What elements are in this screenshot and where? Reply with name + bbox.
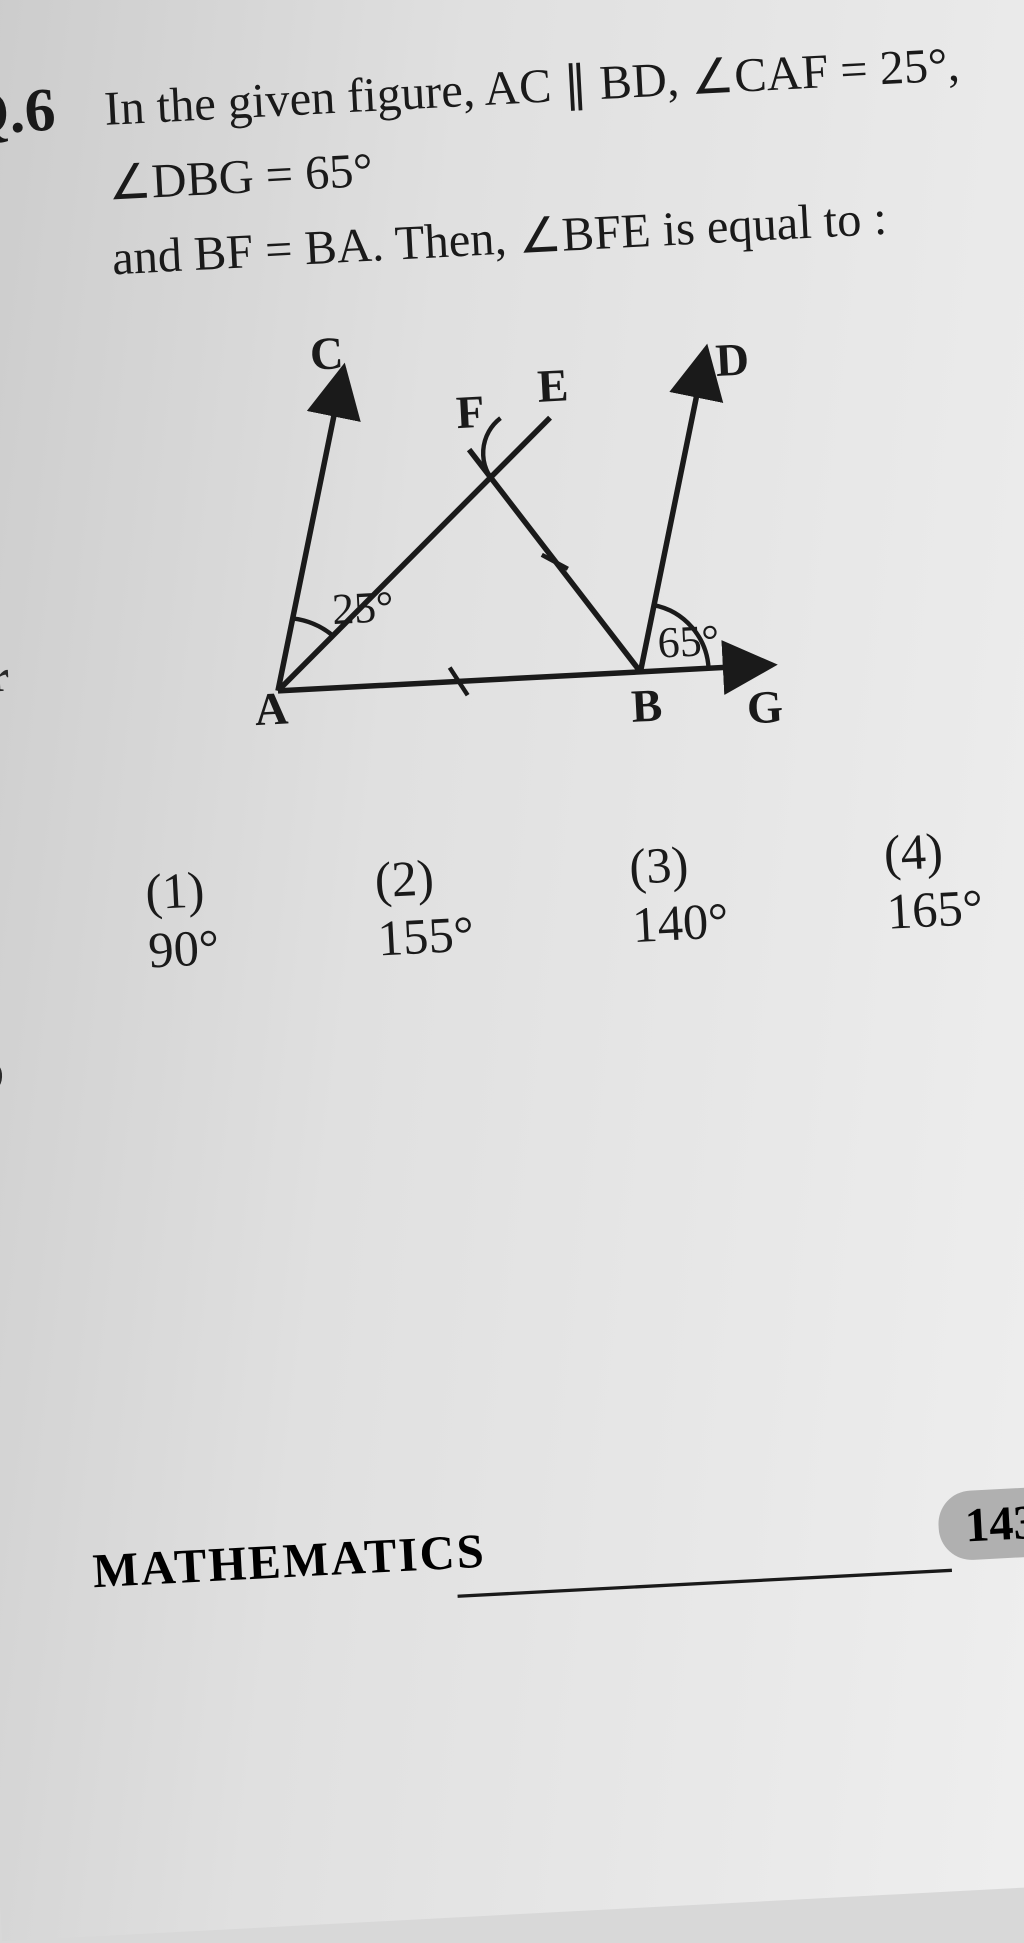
margin-frag-glear: gle ar — [0, 650, 10, 707]
question-text: In the given figure, AC ∥ BD, ∠CAF = 25°… — [102, 24, 1024, 297]
point-d-label: D — [714, 333, 750, 386]
point-c-label: C — [309, 327, 345, 380]
point-e-label: E — [536, 359, 569, 412]
question-number: Q.6 — [0, 75, 57, 150]
footer: MATHEMATICS 143 — [91, 1486, 1024, 1606]
option-3: (3) 140° — [628, 829, 801, 954]
angle-dbg-label: 65° — [656, 616, 720, 668]
option-2: (2) 155° — [373, 842, 546, 967]
footer-subject: MATHEMATICS — [91, 1523, 487, 1600]
option-4: (4) 165° — [882, 816, 1024, 941]
geometry-figure: A B G C D F E 25° 65° — [202, 266, 844, 804]
point-a-label: A — [253, 682, 290, 735]
point-b-label: B — [630, 679, 663, 732]
margin-frag-tio: TIO — [0, 1047, 6, 1103]
angle-caf-label: 25° — [331, 582, 395, 634]
point-g-label: G — [746, 681, 785, 734]
option-1: (1) 90° — [144, 856, 292, 980]
options-row: (1) 90° (2) 155° (3) 140° (4) 165° — [144, 816, 1024, 980]
page-number: 143 — [937, 1486, 1024, 1562]
point-f-label: F — [455, 386, 486, 438]
